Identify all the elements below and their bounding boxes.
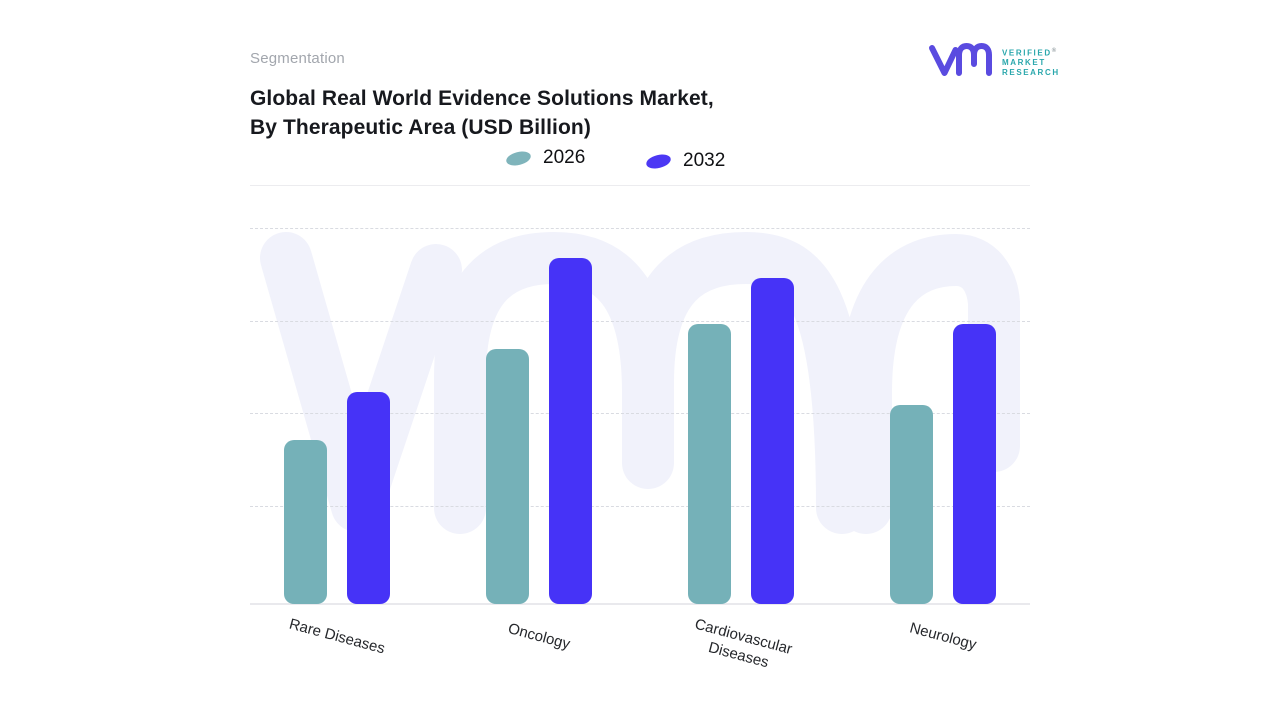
page-title: Global Real World Evidence Solutions Mar… [250, 84, 714, 142]
bar-2026-oncology [486, 348, 529, 604]
registered-mark: ® [1051, 48, 1057, 54]
bar-2026-rare-diseases [284, 440, 327, 604]
gridline [250, 505, 1030, 507]
vmr-logo-text: VERIFIED® MARKET RESEARCH [1002, 42, 1060, 77]
title-line-2: By Therapeutic Area (USD Billion) [250, 116, 591, 139]
bar-2026-neurology [890, 404, 933, 604]
header-divider [250, 185, 1030, 186]
bar-2026-cardiovascular-diseases [688, 324, 731, 604]
logo-word-research: RESEARCH [1002, 67, 1060, 77]
x-label-cardiovascular-diseases: Cardiovascular Diseases [692, 615, 794, 672]
legend-item-2032: 2032 [644, 150, 726, 172]
logo-word-market: MARKET [1002, 58, 1046, 68]
title-line-1: Global Real World Evidence Solutions Mar… [250, 87, 714, 110]
bar-2032-cardiovascular-diseases [751, 277, 794, 604]
logo-word-verified: VERIFIED [1002, 48, 1052, 58]
vmr-logo: VERIFIED® MARKET RESEARCH [928, 42, 1060, 79]
x-label-oncology: Oncology [506, 620, 572, 653]
bar-2032-rare-diseases [347, 391, 390, 604]
legend-label-2026: 2026 [543, 147, 586, 168]
gridline [250, 228, 1030, 229]
gridline [250, 413, 1030, 414]
x-axis-baseline [250, 603, 1030, 605]
bar-2032-neurology [953, 324, 996, 604]
legend-swatch-2026-icon [504, 148, 533, 168]
vmr-logo-mark-icon [929, 43, 992, 76]
legend-swatch-2032-icon [644, 151, 673, 171]
x-label-neurology: Neurology [907, 619, 979, 654]
legend-label-2032: 2032 [683, 150, 726, 171]
legend-item-2026: 2026 [504, 147, 586, 169]
bar-2032-oncology [549, 258, 592, 604]
eyebrow-label: Segmentation [250, 50, 345, 67]
x-label-rare-diseases: Rare Diseases [287, 615, 387, 658]
gridline [250, 320, 1030, 322]
